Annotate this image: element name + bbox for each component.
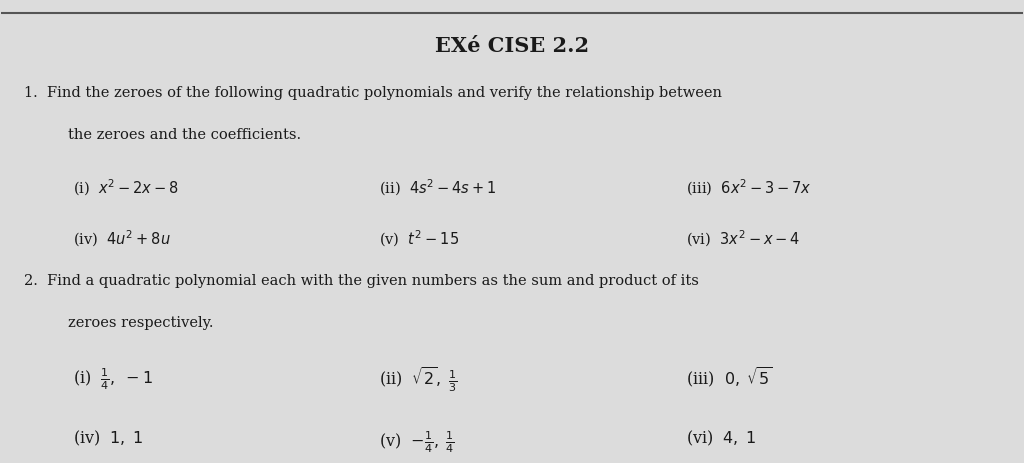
Text: (ii)  $4s^2 - 4s + 1$: (ii) $4s^2 - 4s + 1$ [379, 178, 497, 198]
Text: the zeroes and the coefficients.: the zeroes and the coefficients. [68, 127, 301, 142]
Text: (iii)  $6x^2 - 3 - 7x$: (iii) $6x^2 - 3 - 7x$ [686, 178, 811, 198]
Text: (iv)  $4u^2 + 8u$: (iv) $4u^2 + 8u$ [73, 228, 171, 249]
Text: (i)  $x^2 - 2x - 8$: (i) $x^2 - 2x - 8$ [73, 178, 179, 198]
Text: (vi)  $3x^2 - x - 4$: (vi) $3x^2 - x - 4$ [686, 228, 800, 249]
Text: 2.  Find a quadratic polynomial each with the given numbers as the sum and produ: 2. Find a quadratic polynomial each with… [24, 274, 698, 288]
Text: (i)  $\frac{1}{4},\; -1$: (i) $\frac{1}{4},\; -1$ [73, 366, 153, 392]
Text: (ii)  $\sqrt{2},\; \frac{1}{3}$: (ii) $\sqrt{2},\; \frac{1}{3}$ [379, 366, 458, 394]
Text: zeroes respectively.: zeroes respectively. [68, 316, 213, 330]
Text: (iii)  $0,\; \sqrt{5}$: (iii) $0,\; \sqrt{5}$ [686, 366, 772, 390]
Text: (iv)  $1,\; 1$: (iv) $1,\; 1$ [73, 429, 143, 448]
Text: (v)  $-\frac{1}{4},\; \frac{1}{4}$: (v) $-\frac{1}{4},\; \frac{1}{4}$ [379, 429, 455, 455]
Text: (v)  $t^2 - 15$: (v) $t^2 - 15$ [379, 228, 460, 249]
Text: (vi)  $4,\; 1$: (vi) $4,\; 1$ [686, 429, 756, 448]
Text: 1.  Find the zeroes of the following quadratic polynomials and verify the relati: 1. Find the zeroes of the following quad… [24, 86, 722, 100]
Text: EXé CISE 2.2: EXé CISE 2.2 [435, 36, 589, 56]
